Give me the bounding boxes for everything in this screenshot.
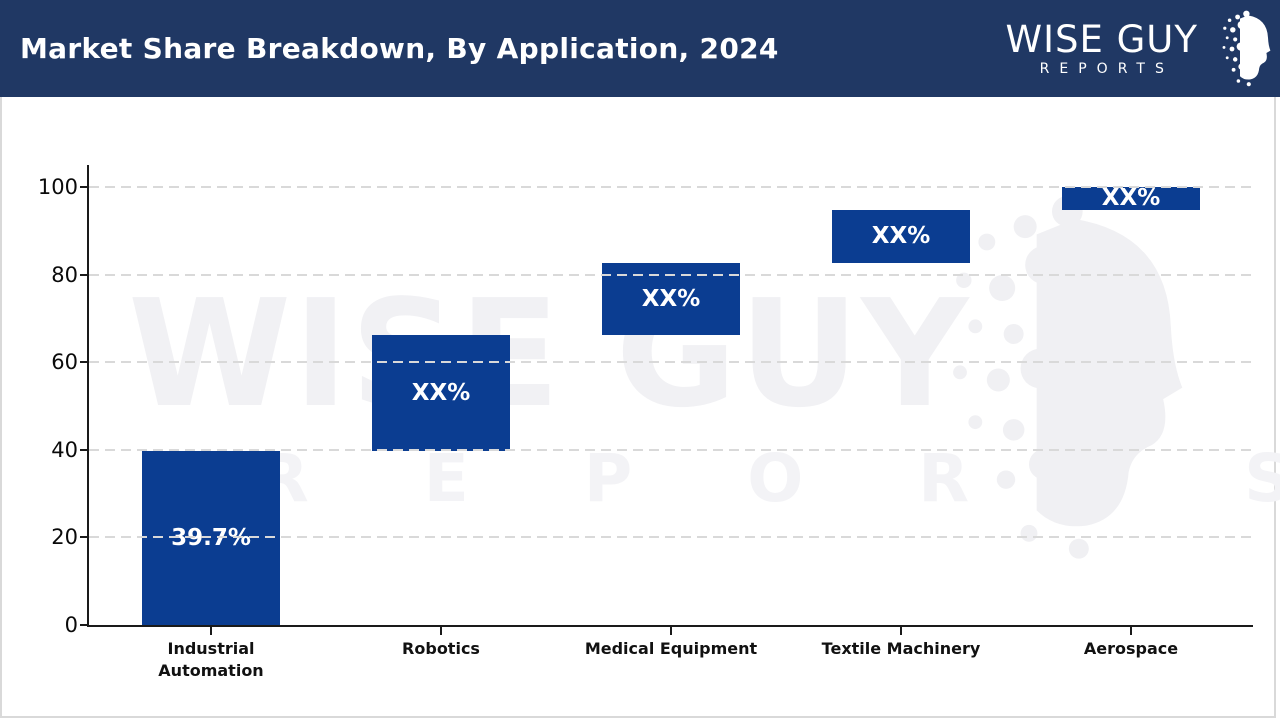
y-tick-mark-20	[80, 536, 88, 539]
x-tick-mark-robotics	[440, 627, 442, 635]
logo-wordmark-line1: WISE GUY	[1005, 18, 1198, 61]
gridline-60	[89, 361, 1253, 364]
header: Market Share Breakdown, By Application, …	[0, 0, 1280, 97]
dotted-head-profile-icon	[1222, 10, 1271, 87]
y-tick-label-40: 40	[51, 437, 78, 462]
y-tick-label-20: 20	[51, 525, 78, 550]
bar-robotics: XX%	[372, 335, 510, 452]
y-tick-label-60: 60	[51, 350, 78, 375]
x-axis-spine	[87, 625, 1253, 627]
logo-wordmark-line2: REPORTS	[1039, 61, 1174, 77]
y-tick-label-80: 80	[51, 262, 78, 287]
y-axis-spine	[87, 165, 89, 627]
x-axis-label-aerospace: Aerospace	[1083, 639, 1179, 658]
bar-textile-machinery: XX%	[832, 210, 970, 264]
gridline-40	[89, 448, 1253, 451]
bar-value-label-textile-machinery: XX%	[871, 223, 931, 250]
y-tick-mark-0	[80, 624, 88, 626]
bar-value-label-aerospace: XX%	[1101, 185, 1161, 212]
x-axis-label-robotics: Robotics	[402, 639, 480, 658]
page-title: Market Share Breakdown, By Application, …	[20, 32, 779, 65]
x-tick-mark-aerospace	[1130, 627, 1132, 635]
x-tick-mark-medical-equipment	[670, 627, 672, 635]
x-axis-label-industrial-automation: Industrial Automation	[158, 639, 264, 680]
bar-value-label-robotics: XX%	[411, 379, 471, 406]
watermark-text-line1: WISE GUY	[128, 268, 971, 440]
y-tick-mark-40	[80, 448, 88, 451]
y-tick-label-100: 100	[37, 175, 78, 199]
y-tick-label-0: 0	[64, 613, 78, 637]
x-tick-mark-industrial-automation	[210, 627, 212, 635]
gridline-100	[89, 186, 1253, 188]
gridline-20	[89, 536, 1253, 539]
logo-wordmark: WISE GUY REPORTS	[1006, 21, 1198, 77]
y-tick-mark-100	[80, 186, 88, 188]
gridline-80	[89, 273, 1253, 276]
x-tick-mark-textile-machinery	[900, 627, 902, 635]
y-tick-mark-60	[80, 361, 88, 364]
bar-value-label-medical-equipment: XX%	[641, 285, 701, 312]
bar-aerospace: XX%	[1062, 185, 1200, 212]
y-tick-mark-80	[80, 273, 88, 276]
x-axis-label-textile-machinery: Textile Machinery	[821, 639, 981, 658]
brand-logo: WISE GUY REPORTS	[1006, 6, 1272, 92]
x-axis-label-medical-equipment: Medical Equipment	[584, 639, 758, 658]
